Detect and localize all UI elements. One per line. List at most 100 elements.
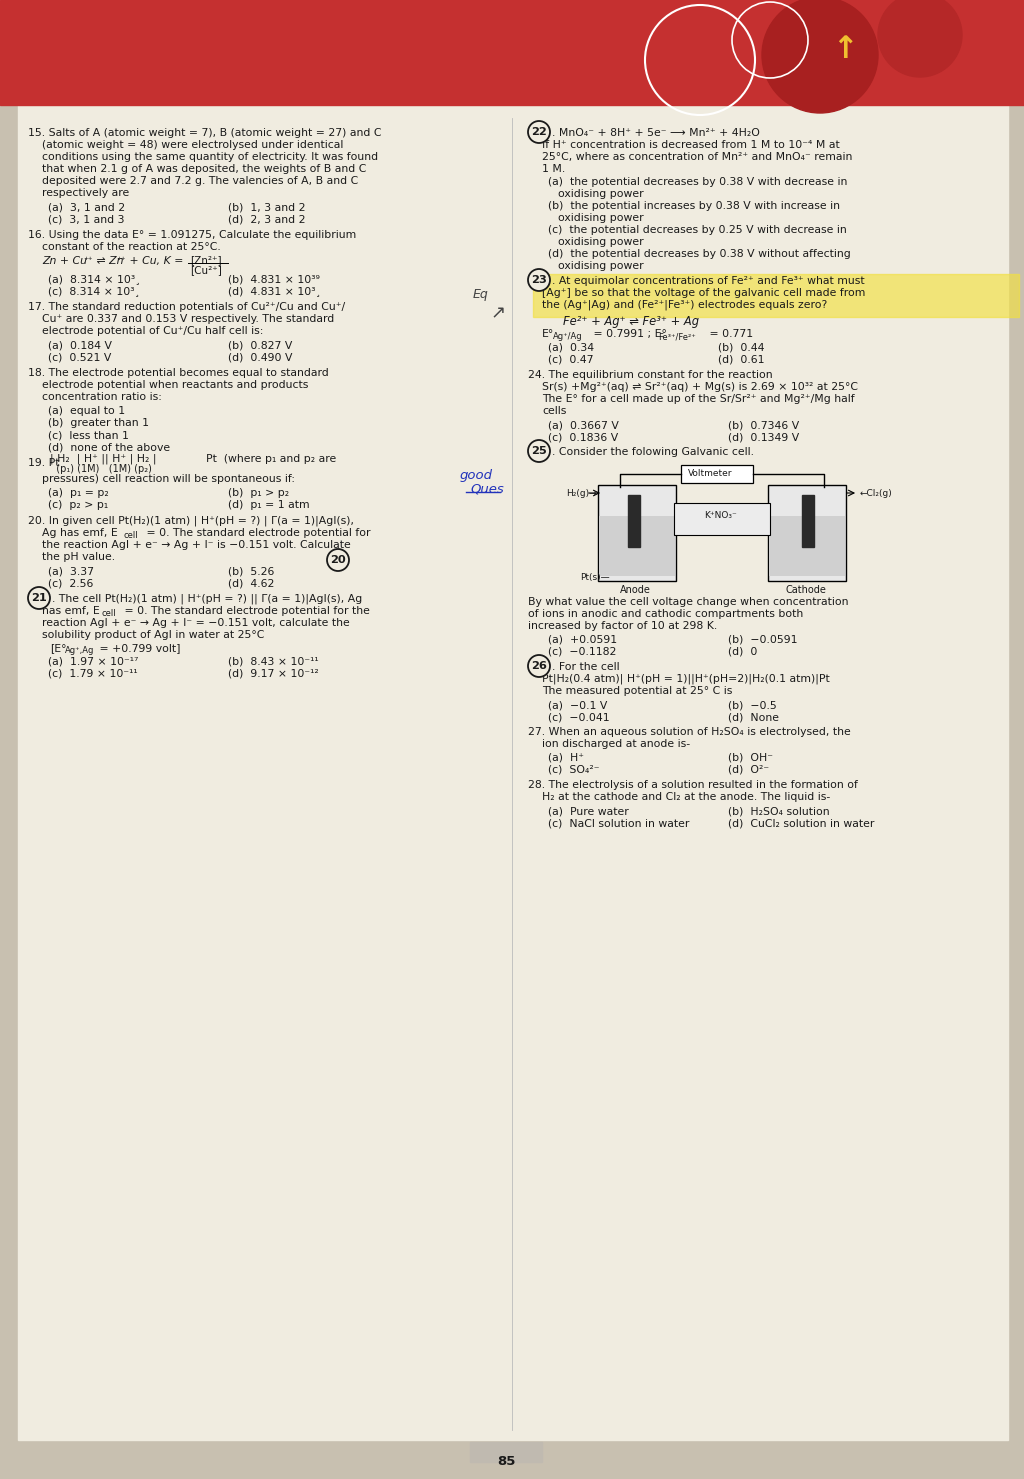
Text: Eq: Eq bbox=[473, 288, 488, 302]
Text: + Cu, K =: + Cu, K = bbox=[126, 256, 186, 266]
Text: that when 2.1 g of A was deposited, the weights of B and C: that when 2.1 g of A was deposited, the … bbox=[42, 164, 367, 175]
Text: (c)  less than 1: (c) less than 1 bbox=[48, 430, 129, 439]
Text: (c)  −0.1182: (c) −0.1182 bbox=[548, 646, 616, 657]
Text: (p₁) (1M)   (1M) (p₂): (p₁) (1M) (1M) (p₂) bbox=[50, 464, 152, 473]
Text: oxidising power: oxidising power bbox=[558, 189, 644, 200]
Text: pressures) cell reaction will be spontaneous if:: pressures) cell reaction will be spontan… bbox=[42, 473, 295, 484]
Text: Fe²⁺ + Ag⁺ ⇌ Fe³⁺ + Ag: Fe²⁺ + Ag⁺ ⇌ Fe³⁺ + Ag bbox=[563, 315, 699, 328]
Text: ⁺⁺: ⁺⁺ bbox=[116, 256, 126, 265]
Text: electrode potential of Cu⁺/Cu half cell is:: electrode potential of Cu⁺/Cu half cell … bbox=[42, 325, 263, 336]
Text: = 0. The standard electrode potential for the: = 0. The standard electrode potential fo… bbox=[121, 606, 370, 615]
Text: Pt  (where p₁ and p₂ are: Pt (where p₁ and p₂ are bbox=[206, 454, 336, 464]
Text: (d)  0.490 V: (d) 0.490 V bbox=[228, 352, 293, 362]
Text: (a)  +0.0591: (a) +0.0591 bbox=[548, 634, 617, 645]
Text: [Zn²⁺]: [Zn²⁺] bbox=[190, 254, 221, 265]
Text: (c)  0.521 V: (c) 0.521 V bbox=[48, 352, 112, 362]
Circle shape bbox=[878, 0, 962, 77]
Text: [E°: [E° bbox=[50, 643, 67, 654]
Text: the reaction AgI + e⁻ → Ag + I⁻ is −0.151 volt. Calculate: the reaction AgI + e⁻ → Ag + I⁻ is −0.15… bbox=[42, 540, 351, 550]
Text: Zn + Cu: Zn + Cu bbox=[42, 256, 87, 266]
Text: respectively are: respectively are bbox=[42, 188, 129, 198]
Text: has emf, E: has emf, E bbox=[42, 606, 99, 615]
Text: ↗: ↗ bbox=[490, 305, 505, 322]
Text: If H⁺ concentration is decreased from 1 M to 10⁻⁴ M at: If H⁺ concentration is decreased from 1 … bbox=[542, 141, 840, 149]
Text: 25°C, where as concentration of Mn²⁺ and MnO₄⁻ remain: 25°C, where as concentration of Mn²⁺ and… bbox=[542, 152, 852, 163]
Text: ⁺⁺: ⁺⁺ bbox=[83, 256, 92, 265]
Text: Sr(s) +Mg²⁺(aq) ⇌ Sr²⁺(aq) + Mg(s) is 2.69 × 10³² at 25°C: Sr(s) +Mg²⁺(aq) ⇌ Sr²⁺(aq) + Mg(s) is 2.… bbox=[542, 382, 858, 392]
Text: (a)  1.97 × 10⁻¹⁷: (a) 1.97 × 10⁻¹⁷ bbox=[48, 657, 138, 667]
Text: K⁺NO₃⁻: K⁺NO₃⁻ bbox=[705, 512, 736, 521]
Text: conditions using the same quantity of electricity. It was found: conditions using the same quantity of el… bbox=[42, 152, 378, 163]
Text: (b)  −0.5: (b) −0.5 bbox=[728, 700, 777, 710]
Text: [Ag⁺] be so that the voltage of the galvanic cell made from: [Ag⁺] be so that the voltage of the galv… bbox=[542, 288, 865, 297]
Circle shape bbox=[528, 269, 550, 291]
Text: The measured potential at 25° C is: The measured potential at 25° C is bbox=[542, 686, 732, 697]
Bar bbox=[598, 485, 676, 581]
Text: (d)  the potential decreases by 0.38 V without affecting: (d) the potential decreases by 0.38 V wi… bbox=[548, 248, 851, 259]
Bar bbox=[769, 516, 845, 575]
Text: (a)  H⁺: (a) H⁺ bbox=[548, 753, 584, 763]
Text: Fe³⁺/Fe²⁺: Fe³⁺/Fe²⁺ bbox=[658, 331, 695, 342]
Text: 25: 25 bbox=[531, 447, 547, 456]
Text: = 0.7991 ; E°: = 0.7991 ; E° bbox=[590, 328, 667, 339]
Text: (b)  5.26: (b) 5.26 bbox=[228, 566, 274, 575]
Text: 20: 20 bbox=[330, 555, 346, 565]
Text: The E° for a cell made up of the Sr/Sr²⁺ and Mg²⁺/Mg half: The E° for a cell made up of the Sr/Sr²⁺… bbox=[542, 393, 855, 404]
Text: 21: 21 bbox=[31, 593, 47, 603]
Text: . The cell Pt(H₂)(1 atm) | H⁺(pH = ?) || Γ(a = 1)|AgI(s), Ag: . The cell Pt(H₂)(1 atm) | H⁺(pH = ?) ||… bbox=[52, 595, 362, 605]
Text: (d)  9.17 × 10⁻¹²: (d) 9.17 × 10⁻¹² bbox=[228, 669, 318, 679]
Text: 26: 26 bbox=[531, 661, 547, 671]
Text: Ag⁺,Ag: Ag⁺,Ag bbox=[65, 646, 94, 655]
Text: of ions in anodic and cathodic compartments both: of ions in anodic and cathodic compartme… bbox=[528, 609, 803, 620]
Text: (b)  OH⁻: (b) OH⁻ bbox=[728, 753, 773, 763]
Text: solubility product of AgI in water at 25°C: solubility product of AgI in water at 25… bbox=[42, 630, 264, 640]
Text: (b)  4.831 × 10³⁹: (b) 4.831 × 10³⁹ bbox=[228, 274, 319, 284]
Text: (b)  1, 3 and 2: (b) 1, 3 and 2 bbox=[228, 203, 305, 211]
Text: 1 M.: 1 M. bbox=[542, 164, 565, 175]
Text: (a)  3, 1 and 2: (a) 3, 1 and 2 bbox=[48, 203, 125, 211]
Text: (a)  3.37: (a) 3.37 bbox=[48, 566, 94, 575]
Text: (c)  p₂ > p₁: (c) p₂ > p₁ bbox=[48, 500, 109, 510]
Text: (b)  8.43 × 10⁻¹¹: (b) 8.43 × 10⁻¹¹ bbox=[228, 657, 318, 667]
Text: (b)  the potential increases by 0.38 V with increase in: (b) the potential increases by 0.38 V wi… bbox=[548, 201, 840, 211]
Text: (d)  0: (d) 0 bbox=[728, 646, 758, 657]
Text: = +0.799 volt]: = +0.799 volt] bbox=[96, 643, 180, 654]
Text: (a)  −0.1 V: (a) −0.1 V bbox=[548, 700, 607, 710]
Text: (c)  0.47: (c) 0.47 bbox=[548, 355, 594, 365]
Text: Ag has emf, E: Ag has emf, E bbox=[42, 528, 118, 538]
Text: . For the cell: . For the cell bbox=[552, 663, 620, 671]
Text: Ag⁺/Ag: Ag⁺/Ag bbox=[553, 331, 583, 342]
Text: (c)  −0.041: (c) −0.041 bbox=[548, 711, 609, 722]
Text: (c)  8.314 × 10³¸: (c) 8.314 × 10³¸ bbox=[48, 285, 140, 296]
Text: E°: E° bbox=[542, 328, 554, 339]
Text: [Cu²⁺]: [Cu²⁺] bbox=[190, 265, 222, 275]
Text: (d)  4.62: (d) 4.62 bbox=[228, 578, 274, 589]
Text: (c)  2.56: (c) 2.56 bbox=[48, 578, 93, 589]
Text: (a)  the potential decreases by 0.38 V with decrease in: (a) the potential decreases by 0.38 V wi… bbox=[548, 177, 848, 186]
Text: . MnO₄⁻ + 8H⁺ + 5e⁻ ⟶ Mn²⁺ + 4H₂O: . MnO₄⁻ + 8H⁺ + 5e⁻ ⟶ Mn²⁺ + 4H₂O bbox=[552, 129, 760, 138]
Text: ↑: ↑ bbox=[833, 35, 858, 65]
Text: H₂ at the cathode and Cl₂ at the anode. The liquid is-: H₂ at the cathode and Cl₂ at the anode. … bbox=[542, 791, 830, 802]
Text: ion discharged at anode is-: ion discharged at anode is- bbox=[542, 740, 690, 748]
Text: cell: cell bbox=[102, 609, 117, 618]
Text: 23: 23 bbox=[531, 275, 547, 285]
Text: cell: cell bbox=[124, 531, 138, 540]
Text: (c)  3, 1 and 3: (c) 3, 1 and 3 bbox=[48, 214, 125, 223]
Text: ⇌ Zn: ⇌ Zn bbox=[93, 256, 124, 266]
Text: (b)  p₁ > p₂: (b) p₁ > p₂ bbox=[228, 488, 289, 498]
Circle shape bbox=[327, 549, 349, 571]
Text: 18. The electrode potential becomes equal to standard: 18. The electrode potential becomes equa… bbox=[28, 368, 329, 379]
Text: (a)  0.184 V: (a) 0.184 V bbox=[48, 340, 112, 351]
Text: (a)  p₁ = p₂: (a) p₁ = p₂ bbox=[48, 488, 109, 498]
Text: the pH value.: the pH value. bbox=[42, 552, 115, 562]
Bar bbox=[802, 495, 814, 547]
Text: (b)  0.827 V: (b) 0.827 V bbox=[228, 340, 293, 351]
Text: (a)  equal to 1: (a) equal to 1 bbox=[48, 407, 125, 416]
Text: 16. Using the data E° = 1.091275, Calculate the equilibrium: 16. Using the data E° = 1.091275, Calcul… bbox=[28, 231, 356, 240]
Text: (c)  1.79 × 10⁻¹¹: (c) 1.79 × 10⁻¹¹ bbox=[48, 669, 137, 679]
Circle shape bbox=[28, 587, 50, 609]
Text: (a)  8.314 × 10³¸: (a) 8.314 × 10³¸ bbox=[48, 274, 140, 284]
Text: 27. When an aqueous solution of H₂SO₄ is electrolysed, the: 27. When an aqueous solution of H₂SO₄ is… bbox=[528, 728, 851, 737]
Text: . Consider the folowing Galvanic cell.: . Consider the folowing Galvanic cell. bbox=[552, 447, 754, 457]
Text: H₂(g)→: H₂(g)→ bbox=[566, 490, 597, 498]
